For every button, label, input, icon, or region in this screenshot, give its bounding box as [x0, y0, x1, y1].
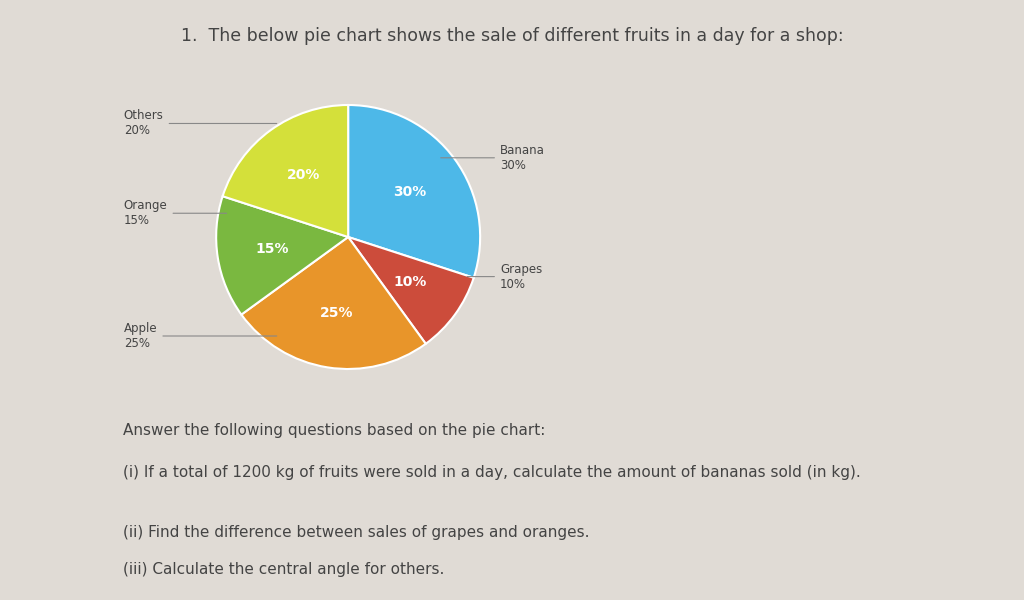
- Text: 1.  The below pie chart shows the sale of different fruits in a day for a shop:: 1. The below pie chart shows the sale of…: [180, 27, 844, 45]
- Text: 10%: 10%: [393, 275, 427, 289]
- Text: (iii) Calculate the central angle for others.: (iii) Calculate the central angle for ot…: [123, 562, 444, 577]
- Wedge shape: [348, 105, 480, 278]
- Wedge shape: [222, 105, 348, 237]
- Wedge shape: [348, 237, 474, 344]
- Text: Apple
25%: Apple 25%: [124, 322, 276, 350]
- Text: Answer the following questions based on the pie chart:: Answer the following questions based on …: [123, 423, 545, 438]
- Text: Banana
30%: Banana 30%: [440, 144, 545, 172]
- Wedge shape: [216, 196, 348, 314]
- Text: Orange
15%: Orange 15%: [124, 199, 226, 227]
- Text: 25%: 25%: [319, 305, 353, 320]
- Text: Grapes
10%: Grapes 10%: [467, 263, 543, 290]
- Text: 30%: 30%: [393, 185, 427, 199]
- Text: 15%: 15%: [256, 242, 290, 256]
- Text: Others
20%: Others 20%: [124, 109, 276, 137]
- Text: 20%: 20%: [287, 168, 319, 182]
- Text: (ii) Find the difference between sales of grapes and oranges.: (ii) Find the difference between sales o…: [123, 525, 590, 540]
- Wedge shape: [242, 237, 426, 369]
- Text: (i) If a total of 1200 kg of fruits were sold in a day, calculate the amount of : (i) If a total of 1200 kg of fruits were…: [123, 465, 860, 480]
